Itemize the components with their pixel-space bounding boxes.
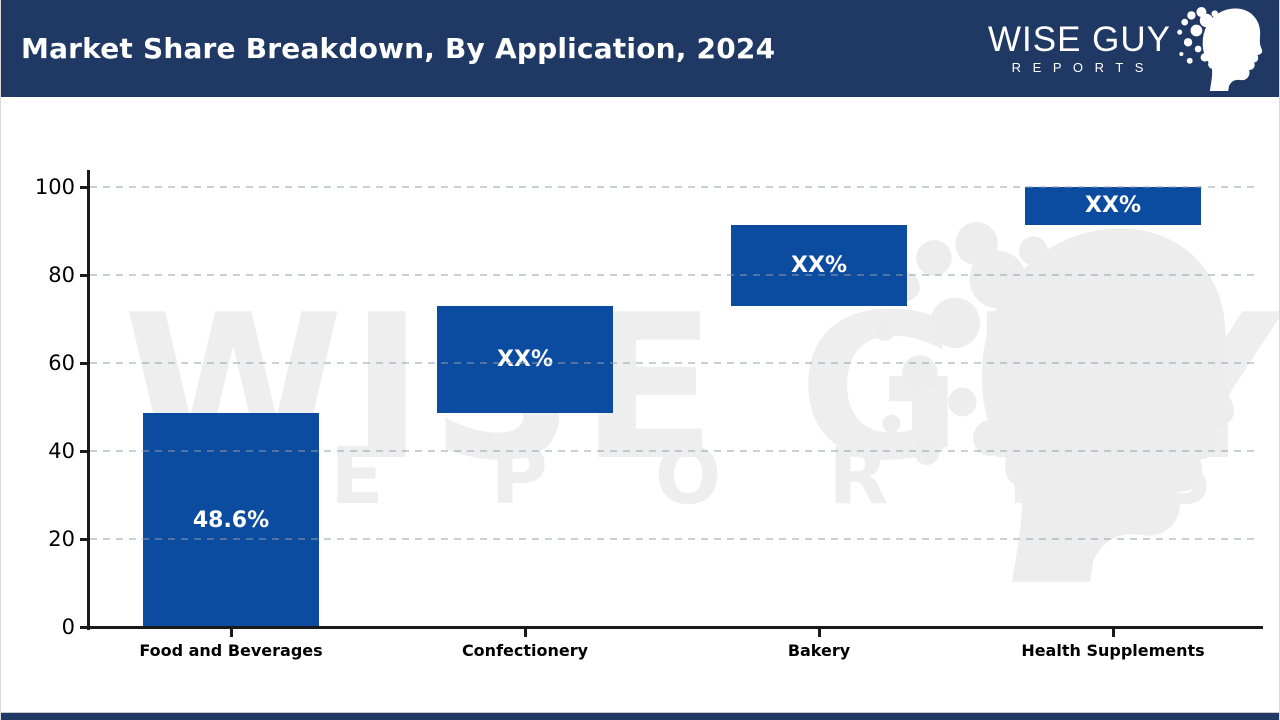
x-tick-label-food-and-beverages: Food and Beverages	[139, 641, 323, 660]
gridline-40	[90, 450, 1259, 452]
header-bar: Market Share Breakdown, By Application, …	[1, 0, 1279, 97]
x-tick-label-confectionery: Confectionery	[461, 641, 589, 660]
x-tick-food-and-beverages	[230, 629, 233, 637]
bar-health-supplements: XX%	[1025, 187, 1201, 225]
y-tick-100	[80, 186, 88, 189]
logo-subtext: R E P O R T S	[1011, 60, 1148, 75]
y-axis-spine	[87, 170, 90, 630]
y-tick-80	[80, 274, 88, 277]
y-tick-40	[80, 450, 88, 453]
watermark-face-icon	[873, 222, 1235, 582]
bar-value-label: XX%	[791, 252, 847, 278]
y-tick-20	[80, 538, 88, 541]
bar-bakery: XX%	[731, 224, 907, 306]
wiseguy-face-icon	[1177, 6, 1263, 91]
y-tick-label-80: 80	[48, 263, 75, 287]
gridline-60	[90, 362, 1259, 364]
y-tick-label-20: 20	[48, 527, 75, 551]
wiseguy-logo: WISE GUY R E P O R T S	[987, 6, 1265, 91]
gridline-20	[90, 538, 1259, 540]
y-tick-label-40: 40	[48, 439, 75, 463]
footer-bar	[1, 713, 1279, 720]
bar-confectionery: XX%	[437, 305, 613, 414]
bar-food-and-beverages: 48.6%	[143, 413, 319, 627]
x-tick-label-health-supplements: Health Supplements	[1021, 641, 1205, 660]
y-tick-label-0: 0	[61, 615, 75, 639]
y-tick-0	[80, 626, 88, 629]
x-axis-spine	[87, 626, 1263, 629]
x-tick-confectionery	[524, 629, 527, 637]
page-title: Market Share Breakdown, By Application, …	[21, 32, 776, 65]
bar-value-label: XX%	[497, 346, 553, 372]
chart-plot-area: 0 20 40 60 80 100 48.6% XX% XX% XX% Food and Bever…	[1, 97, 1279, 713]
bar-value-label: 48.6%	[192, 507, 270, 533]
gridline-100	[90, 186, 1259, 188]
y-tick-60	[80, 362, 88, 365]
y-tick-label-100: 100	[34, 175, 75, 199]
y-tick-label-60: 60	[48, 351, 75, 375]
x-tick-bakery	[818, 629, 821, 637]
bar-value-label: XX%	[1085, 193, 1141, 219]
wiseguy-logo-text: WISE GUY R E P O R T S	[987, 20, 1171, 76]
footer-divider	[1, 712, 1279, 713]
x-tick-health-supplements	[1112, 629, 1115, 637]
x-tick-label-bakery: Bakery	[787, 641, 851, 660]
logo-wordmark: WISE GUY	[987, 20, 1171, 59]
gridline-80	[90, 274, 1259, 276]
